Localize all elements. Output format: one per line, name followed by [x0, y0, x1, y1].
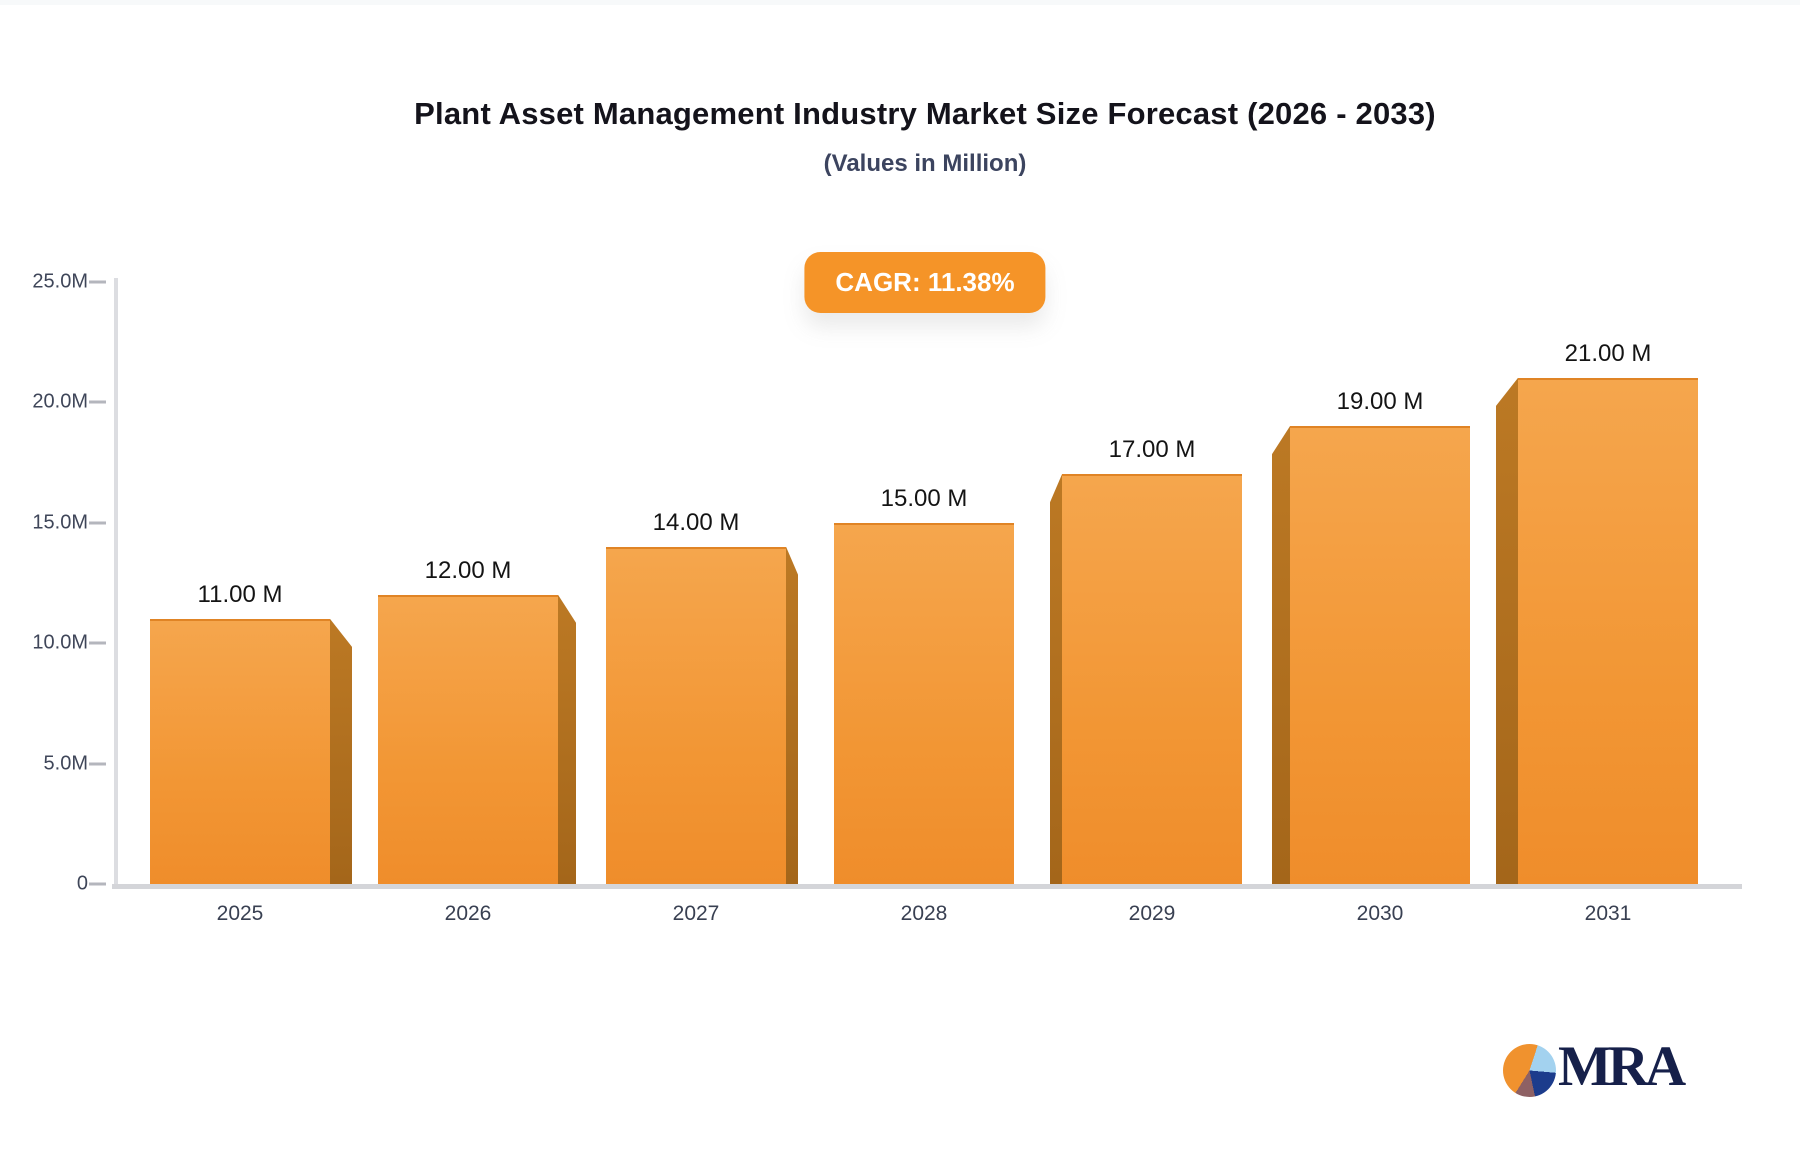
y-tick-mark [89, 641, 106, 645]
bar-value-label: 17.00 M [1108, 436, 1196, 464]
bar-value-label: 12.00 M [424, 556, 512, 584]
y-tick-label: 15.0M [32, 511, 88, 533]
bar [606, 546, 786, 884]
bar-value-label: 14.00 M [652, 508, 740, 536]
x-axis-baseline [112, 884, 1742, 889]
y-tick-mark [89, 280, 106, 283]
bar [378, 594, 558, 884]
x-tick-label: 2027 [672, 902, 720, 925]
bar-side-face [1272, 426, 1290, 884]
chart-subtitle: (Values in Million) [823, 150, 1027, 177]
y-tick-label: 20.0M [32, 390, 88, 413]
bar-value-label: 11.00 M [197, 580, 283, 608]
x-tick-label: 2031 [1584, 902, 1632, 925]
x-tick-label: 2028 [900, 902, 948, 925]
bar [1290, 426, 1470, 884]
bar-value-label: 21.00 M [1564, 339, 1652, 367]
y-tick-mark [89, 882, 106, 886]
bar [150, 618, 330, 884]
bar [834, 522, 1014, 884]
bar [1518, 377, 1698, 884]
x-tick-label: 2029 [1128, 902, 1176, 925]
bar-side-face [1050, 474, 1062, 884]
mra-pie-icon [1503, 1044, 1556, 1097]
page-top-strip [0, 0, 1800, 5]
bar-side-face [1496, 377, 1518, 884]
bar-side-face [786, 546, 798, 884]
bar-value-label: 19.00 M [1336, 388, 1424, 416]
bar-value-label: 15.00 M [880, 484, 968, 512]
y-tick-label: 25.0M [32, 270, 88, 292]
mra-logo: MRA [1503, 1034, 1686, 1099]
bar [1062, 474, 1242, 884]
bar-side-face [558, 594, 576, 884]
chart-header: Plant Asset Management Industry Market S… [50, 0, 1800, 178]
y-tick-label: 0 [76, 872, 88, 895]
x-tick-label: 2025 [216, 902, 264, 925]
y-tick-mark [89, 521, 106, 524]
y-tick-label: 10.0M [32, 631, 88, 654]
y-tick-label: 5.0M [43, 752, 88, 774]
bar-side-face [330, 618, 352, 884]
mra-logo-text: MRA [1558, 1035, 1686, 1098]
y-tick-mark [89, 762, 106, 765]
x-tick-label: 2030 [1356, 902, 1404, 925]
y-tick-mark [89, 400, 106, 404]
cagr-badge: CAGR: 11.38% [804, 252, 1046, 313]
y-axis-line [114, 278, 118, 886]
chart-title: Plant Asset Management Industry Market S… [414, 96, 1436, 131]
x-tick-label: 2026 [444, 902, 492, 925]
